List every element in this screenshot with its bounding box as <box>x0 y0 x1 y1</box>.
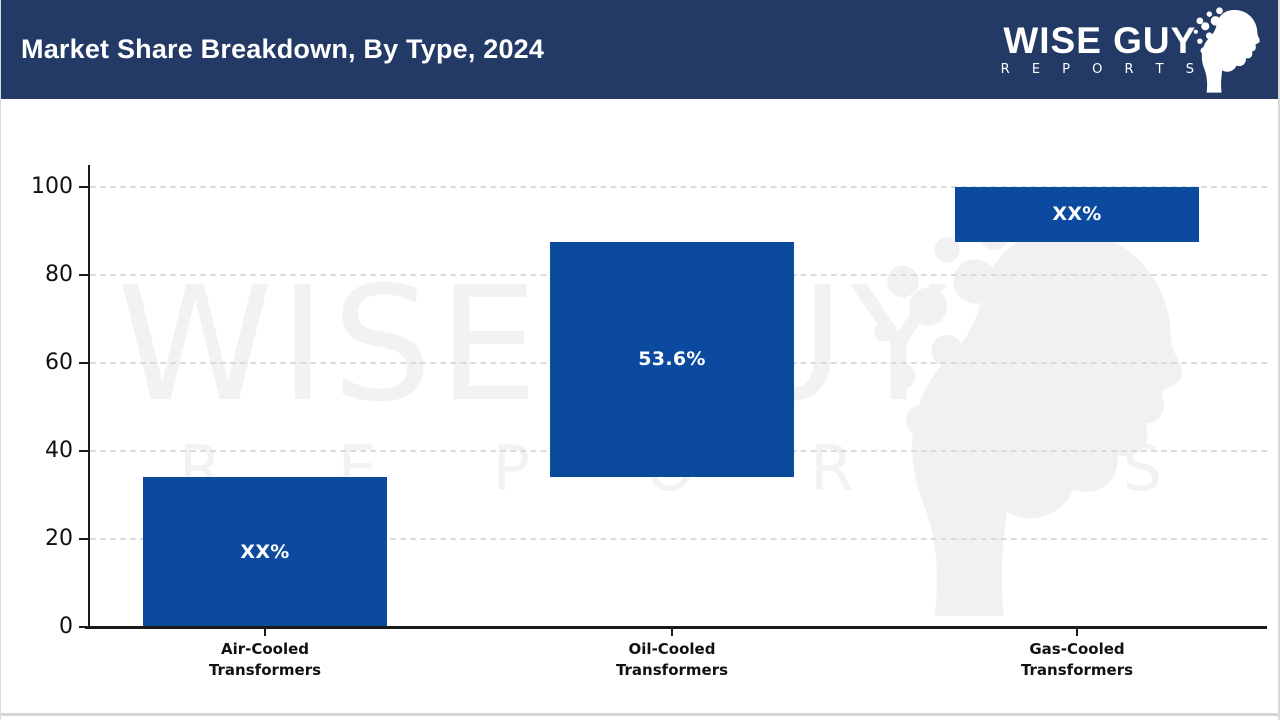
bar-label: XX% <box>1052 203 1102 226</box>
logo-wordmark-block: WISE GUY R E P O R T S <box>997 22 1203 77</box>
y-tick <box>79 186 89 188</box>
category-label: Gas-Cooled Transformers <box>955 639 1199 681</box>
bar-label: XX% <box>240 541 290 564</box>
logo-wordmark: WISE GUY <box>1003 20 1197 61</box>
x-tick <box>1076 629 1078 636</box>
y-tick <box>79 538 89 540</box>
gridline <box>90 186 1267 188</box>
x-axis-line <box>85 626 1267 629</box>
chart-title: Market Share Breakdown, By Type, 2024 <box>21 34 545 64</box>
wiseguy-head-icon <box>1193 6 1260 93</box>
y-tick-label: 0 <box>59 614 73 639</box>
watermark-head-icon <box>874 218 1182 616</box>
x-tick <box>671 629 673 636</box>
y-tick-label: 20 <box>45 526 73 551</box>
header-bar: Market Share Breakdown, By Type, 2024 WI… <box>1 0 1278 99</box>
y-tick-label: 80 <box>45 262 73 287</box>
bar: XX% <box>955 187 1199 242</box>
y-tick-label: 100 <box>31 174 73 199</box>
category-label: Oil-Cooled Transformers <box>550 639 794 681</box>
category-label-line: Oil-Cooled <box>628 640 716 658</box>
y-tick <box>79 450 89 452</box>
y-tick-label: 60 <box>45 350 73 375</box>
category-label: Air-Cooled Transformers <box>143 639 387 681</box>
category-label-line: Transformers <box>208 661 322 679</box>
gridline <box>90 538 1267 540</box>
bar-label: 53.6% <box>638 348 706 371</box>
y-tick <box>79 362 89 364</box>
y-axis-spine <box>88 165 90 629</box>
category-label-line: Transformers <box>1020 661 1134 679</box>
category-label-line: Air-Cooled <box>220 640 310 658</box>
category-label-line: Gas-Cooled <box>1029 640 1125 658</box>
watermark-wordmark: WISE GUY <box>117 253 953 437</box>
x-tick <box>264 629 266 636</box>
y-tick <box>79 626 89 628</box>
bar: 53.6% <box>550 241 794 478</box>
bar: XX% <box>143 477 387 627</box>
y-tick <box>79 274 89 276</box>
category-label-line: Transformers <box>615 661 729 679</box>
bottom-border-line <box>1 713 1278 716</box>
wiseguy-logo: WISE GUY R E P O R T S <box>997 6 1275 94</box>
logo-reports-label: R E P O R T S <box>1000 62 1203 77</box>
y-tick-label: 40 <box>45 438 73 463</box>
